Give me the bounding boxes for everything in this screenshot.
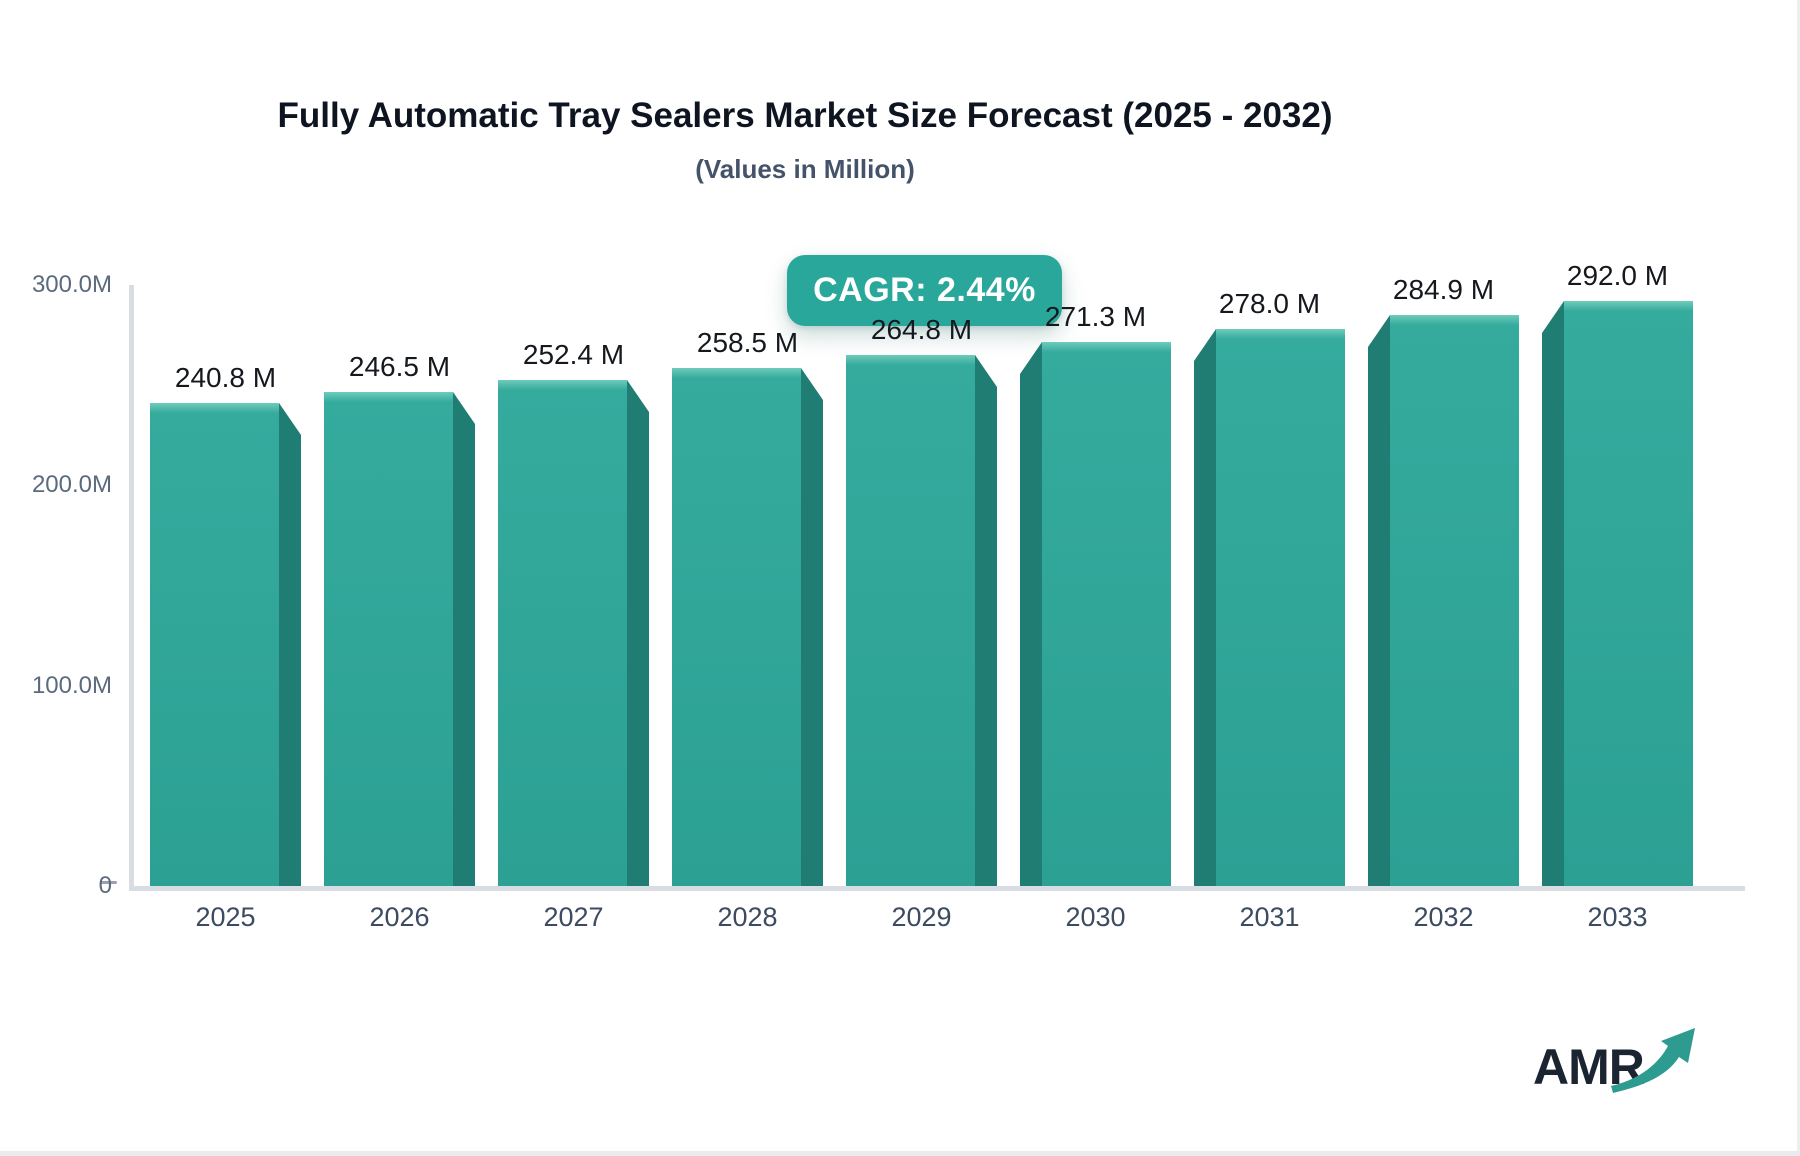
amr-logo: AMR (1533, 1028, 1695, 1096)
bar-value-label: 258.5 M (696, 327, 799, 358)
bar-top-bevel (801, 368, 823, 400)
bar-2030[interactable]: 271.3 M 2030 (1020, 301, 1171, 932)
bottom-edge-divider (0, 1151, 1800, 1156)
bar-2028[interactable]: 258.5 M 2028 (672, 327, 823, 932)
bar-face (1390, 315, 1519, 886)
x-axis-year-label: 2029 (891, 902, 952, 932)
bar-value-label: 284.9 M (1392, 274, 1495, 305)
chart-subtitle: (Values in Million) (695, 154, 915, 184)
bar-top-bevel (1194, 329, 1216, 361)
x-axis-year-label: 2026 (369, 902, 430, 932)
chart-header: Fully Automatic Tray Sealers Market Size… (0, 96, 1610, 185)
bar-top-bevel (1542, 301, 1564, 333)
right-edge-divider (1797, 0, 1800, 1156)
bar-face (1042, 342, 1171, 886)
x-axis-line (129, 886, 1745, 891)
y-axis-line (129, 285, 134, 891)
bar-value-label: 278.0 M (1218, 288, 1321, 319)
bar-side-shade (627, 412, 649, 886)
bar-side-shade (1542, 333, 1564, 886)
bar-face (498, 380, 627, 886)
bar-value-label: 292.0 M (1566, 260, 1669, 291)
x-axis-year-label: 2032 (1413, 902, 1474, 932)
bar-face (150, 403, 279, 886)
growth-arrow-icon (1611, 1028, 1695, 1093)
bar-value-label: 252.4 M (522, 339, 625, 370)
bar-value-label: 264.8 M (870, 314, 973, 345)
bar-side-shade (1020, 374, 1042, 886)
x-axis-year-label: 2031 (1239, 902, 1300, 932)
bar-top-bevel (453, 392, 475, 424)
bar-2027[interactable]: 252.4 M 2027 (498, 339, 649, 932)
bar-face (324, 392, 453, 886)
bar-side-shade (279, 435, 301, 886)
bar-side-shade (975, 387, 997, 886)
bar-2033[interactable]: 292.0 M 2033 (1542, 260, 1693, 932)
bar-face (846, 355, 975, 886)
bar-face (1216, 329, 1345, 886)
x-axis-year-label: 2027 (543, 902, 604, 932)
bar-2029[interactable]: 264.8 M 2029 (846, 314, 997, 932)
bar-side-shade (1194, 361, 1216, 886)
bar-2025[interactable]: 240.8 M 2025 (150, 362, 301, 932)
bar-value-label: 240.8 M (174, 362, 277, 393)
bar-face (1564, 301, 1693, 886)
bar-2026[interactable]: 246.5 M 2026 (324, 351, 475, 932)
bar-side-shade (1368, 347, 1390, 886)
x-axis-year-label: 2028 (717, 902, 778, 932)
bar-2032[interactable]: 284.9 M 2032 (1368, 274, 1519, 932)
bar-face (672, 368, 801, 886)
bar-top-bevel (975, 355, 997, 387)
y-axis-tick-label: 100.0M (31, 671, 112, 699)
bar-top-bevel (279, 403, 301, 435)
y-axis-tick-label: 300.0M (31, 270, 112, 298)
bar-side-shade (453, 424, 475, 886)
cagr-badge-label: CAGR: 2.44% (813, 271, 1036, 309)
bar-value-label: 246.5 M (348, 351, 451, 382)
bar-value-label: 271.3 M (1044, 301, 1147, 332)
x-axis-year-label: 2025 (195, 902, 256, 932)
bar-side-shade (801, 400, 823, 886)
bar-top-bevel (1020, 342, 1042, 374)
cagr-badge: CAGR: 2.44% (787, 255, 1062, 326)
x-axis-year-label: 2033 (1587, 902, 1648, 932)
bar-top-bevel (627, 380, 649, 412)
x-axis-year-label: 2030 (1065, 902, 1126, 932)
chart-title: Fully Automatic Tray Sealers Market Size… (277, 96, 1333, 135)
y-axis-tick-label: 200.0M (31, 471, 112, 498)
zero-tick-mark (100, 881, 117, 884)
bar-2031[interactable]: 278.0 M 2031 (1194, 288, 1345, 932)
y-axis-tick-label: 0 (98, 872, 112, 899)
bar-top-bevel (1368, 315, 1390, 347)
